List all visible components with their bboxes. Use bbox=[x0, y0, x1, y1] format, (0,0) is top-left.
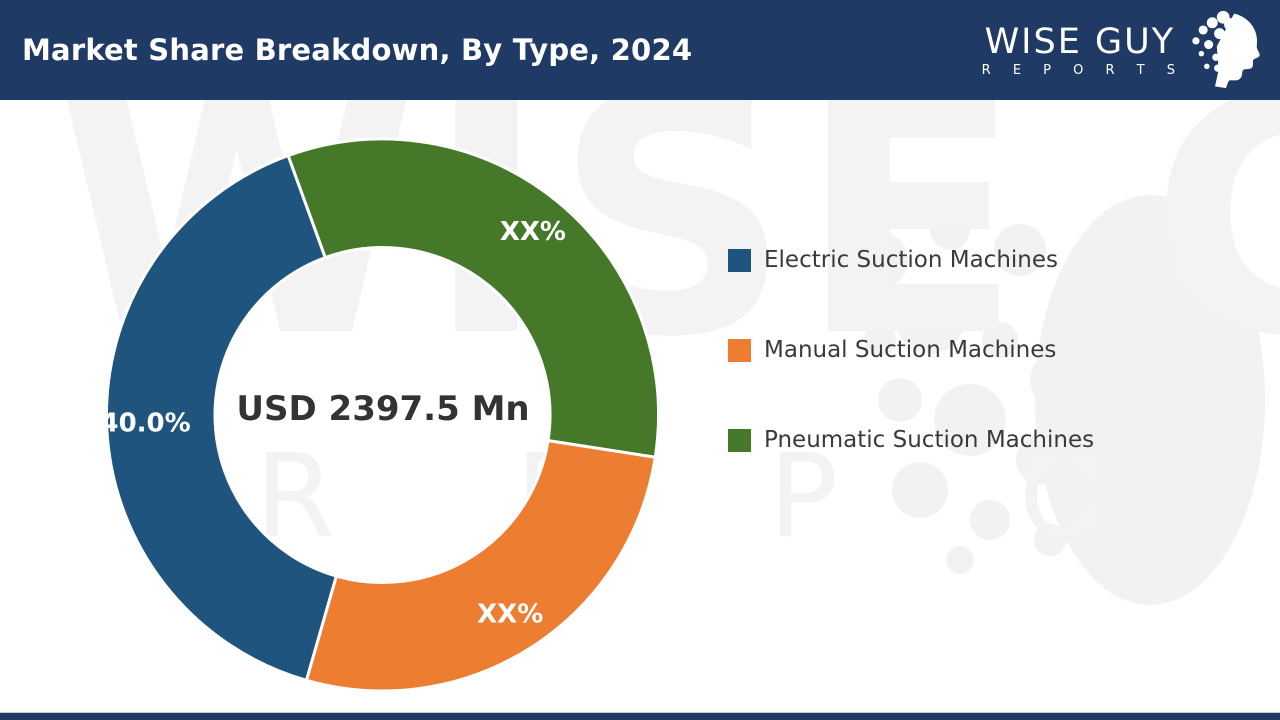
legend-item-manual: Manual Suction Machines bbox=[728, 336, 1094, 364]
legend-label-manual: Manual Suction Machines bbox=[764, 337, 1057, 363]
watermark-face-dots bbox=[852, 195, 1265, 605]
legend-label-electric: Electric Suction Machines bbox=[764, 247, 1058, 273]
legend-swatch-electric bbox=[728, 248, 751, 272]
page-title: Market Share Breakdown, By Type, 2024 bbox=[22, 33, 693, 67]
legend-item-pneumatic: Pneumatic Suction Machines bbox=[728, 426, 1094, 454]
footer-bar bbox=[0, 713, 1280, 720]
legend-label-pneumatic: Pneumatic Suction Machines bbox=[764, 427, 1095, 453]
footer-divider bbox=[0, 712, 1280, 713]
donut-slice-pneumatic-suction-machines bbox=[286, 137, 660, 459]
logo-subtitle: R E P O R T S bbox=[981, 63, 1184, 78]
header-bar: Market Share Breakdown, By Type, 2024 WI… bbox=[0, 0, 1280, 100]
chart-center-value: USD 2397.5 Mn bbox=[236, 389, 530, 429]
donut-slice-manual-suction-machines bbox=[304, 439, 657, 693]
chart-legend: Electric Suction Machines Manual Suction… bbox=[728, 246, 1094, 516]
legend-item-electric: Electric Suction Machines bbox=[728, 246, 1094, 274]
legend-swatch-pneumatic bbox=[728, 428, 751, 452]
logo-wordmark: WISE GUY bbox=[984, 22, 1176, 62]
legend-swatch-manual bbox=[728, 338, 751, 362]
slice-percentage-label: 40.0% bbox=[100, 408, 190, 438]
wise-guy-reports-logo: WISE GUY R E P O R T S bbox=[976, 10, 1262, 90]
logo-face-icon bbox=[1192, 10, 1260, 89]
slice-percentage-label: XX% bbox=[500, 217, 566, 247]
slice-percentage-label: XX% bbox=[477, 600, 543, 630]
logo-text: WISE GUY R E P O R T S bbox=[976, 22, 1184, 78]
watermark-text-line2: R E P O R T S bbox=[255, 430, 1280, 564]
donut-slice-electric-suction-machines bbox=[105, 154, 338, 682]
